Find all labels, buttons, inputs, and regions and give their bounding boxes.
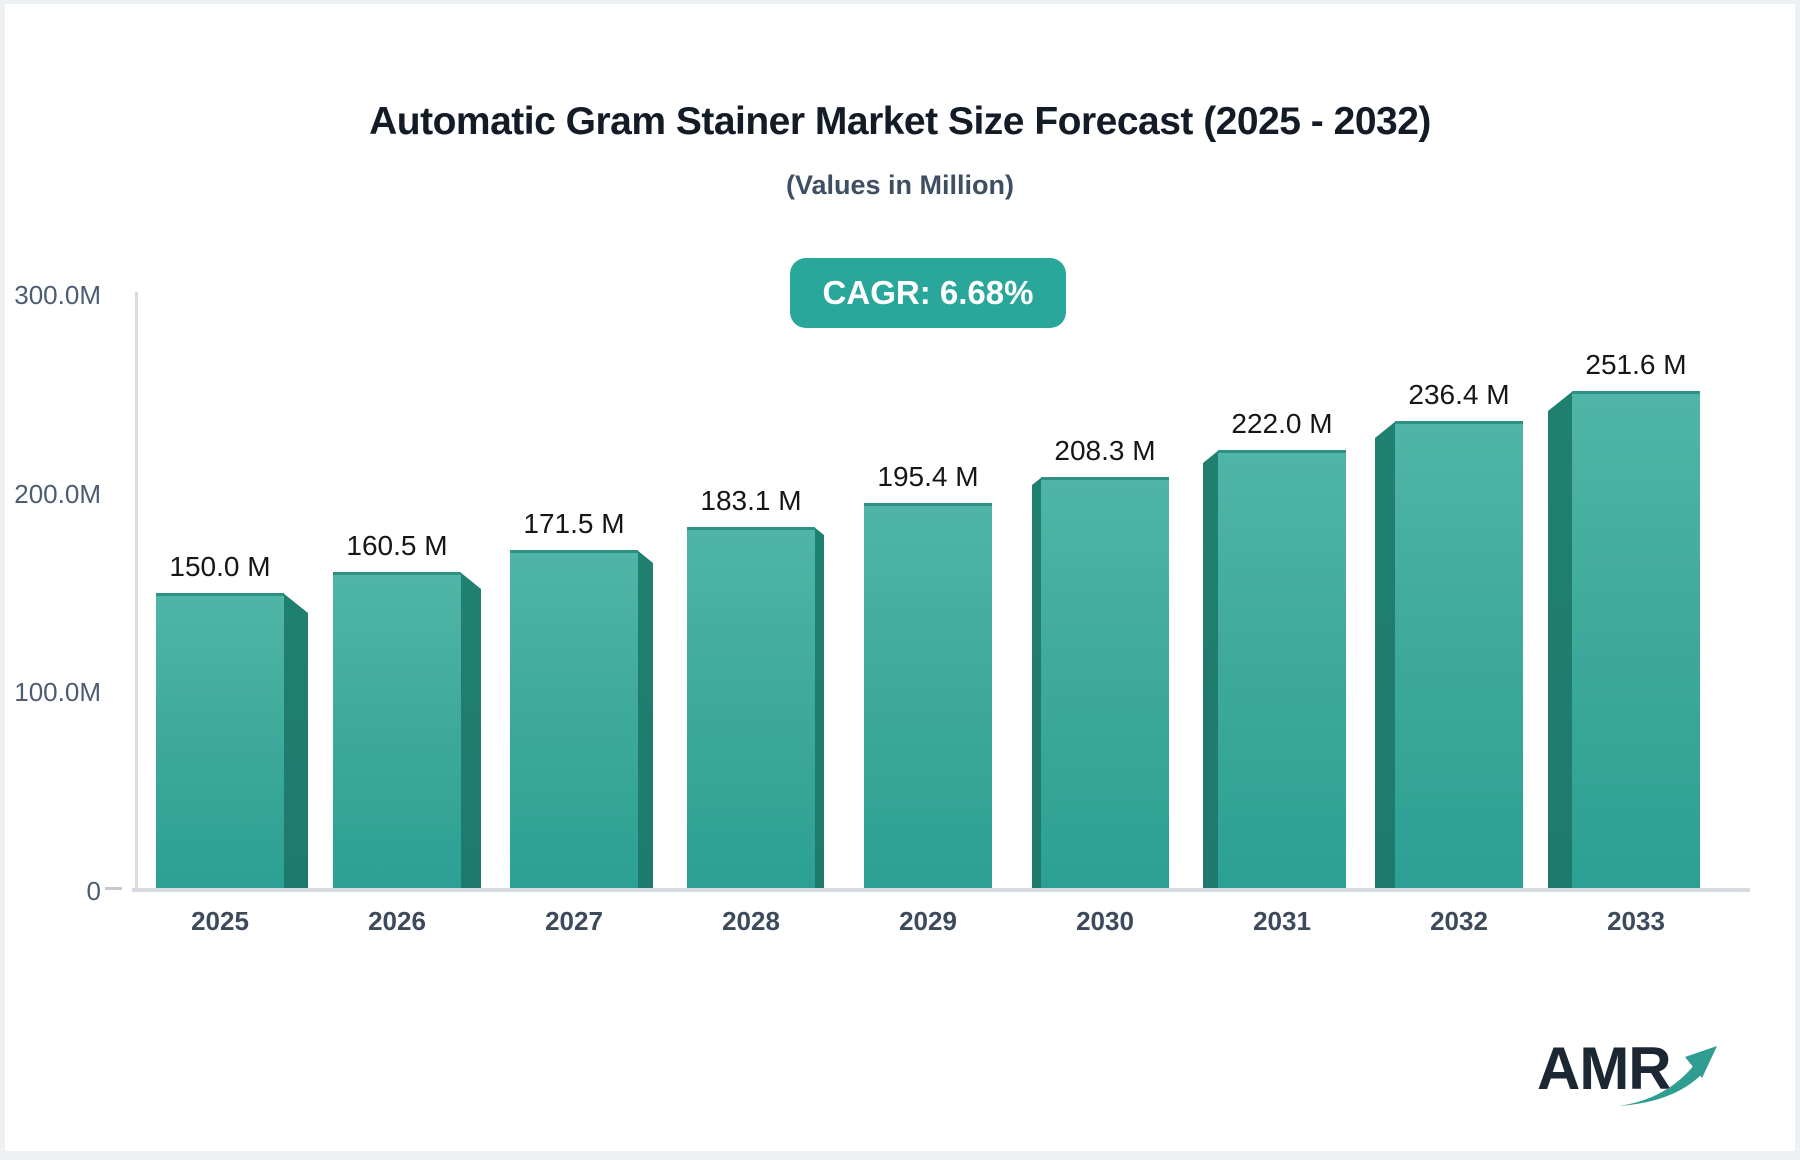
x-axis-label-2028: 2028: [671, 906, 831, 937]
bar-side-2031: [1203, 450, 1219, 891]
bar-2027[interactable]: [510, 550, 638, 891]
x-axis-label-2029: 2029: [848, 906, 1008, 937]
bar-value-label-2033: 251.6 M: [1526, 349, 1746, 381]
zero-tick-mark: [105, 887, 122, 890]
bar-side-2025: [283, 593, 308, 891]
bar-2030[interactable]: [1041, 477, 1169, 891]
bar-side-2032: [1375, 421, 1396, 891]
y-tick-label-300.0M: 300.0M: [0, 280, 101, 311]
y-tick-label-200.0M: 200.0M: [0, 479, 101, 510]
y-tick-label-100.0M: 100.0M: [0, 677, 101, 708]
growth-arrow-icon: [1615, 1036, 1735, 1116]
x-axis-label-2033: 2033: [1556, 906, 1716, 937]
bar-value-label-2032: 236.4 M: [1349, 379, 1569, 411]
bar-side-2027: [637, 550, 653, 891]
bar-2026[interactable]: [333, 572, 461, 891]
x-axis-label-2026: 2026: [317, 906, 477, 937]
y-axis-line: [135, 292, 138, 892]
y-tick-label-0: 0: [0, 876, 101, 907]
bar-side-2026: [460, 572, 481, 891]
bar-side-2033: [1548, 391, 1573, 891]
bar-value-label-2031: 222.0 M: [1172, 408, 1392, 440]
bar-2033[interactable]: [1572, 391, 1700, 891]
bar-2032[interactable]: [1395, 421, 1523, 891]
x-axis-label-2032: 2032: [1379, 906, 1539, 937]
amr-logo: AMR: [1527, 1026, 1747, 1126]
bar-2029[interactable]: [864, 503, 992, 891]
x-axis-label-2025: 2025: [140, 906, 300, 937]
x-axis-line: [132, 888, 1750, 892]
x-axis-label-2027: 2027: [494, 906, 654, 937]
bar-2028[interactable]: [687, 527, 815, 891]
bar-2031[interactable]: [1218, 450, 1346, 891]
x-axis-label-2031: 2031: [1202, 906, 1362, 937]
bar-2025[interactable]: [156, 593, 284, 891]
x-axis-label-2030: 2030: [1025, 906, 1185, 937]
bar-side-2028: [814, 527, 824, 891]
chart-card: Automatic Gram Stainer Market Size Forec…: [5, 4, 1795, 1151]
